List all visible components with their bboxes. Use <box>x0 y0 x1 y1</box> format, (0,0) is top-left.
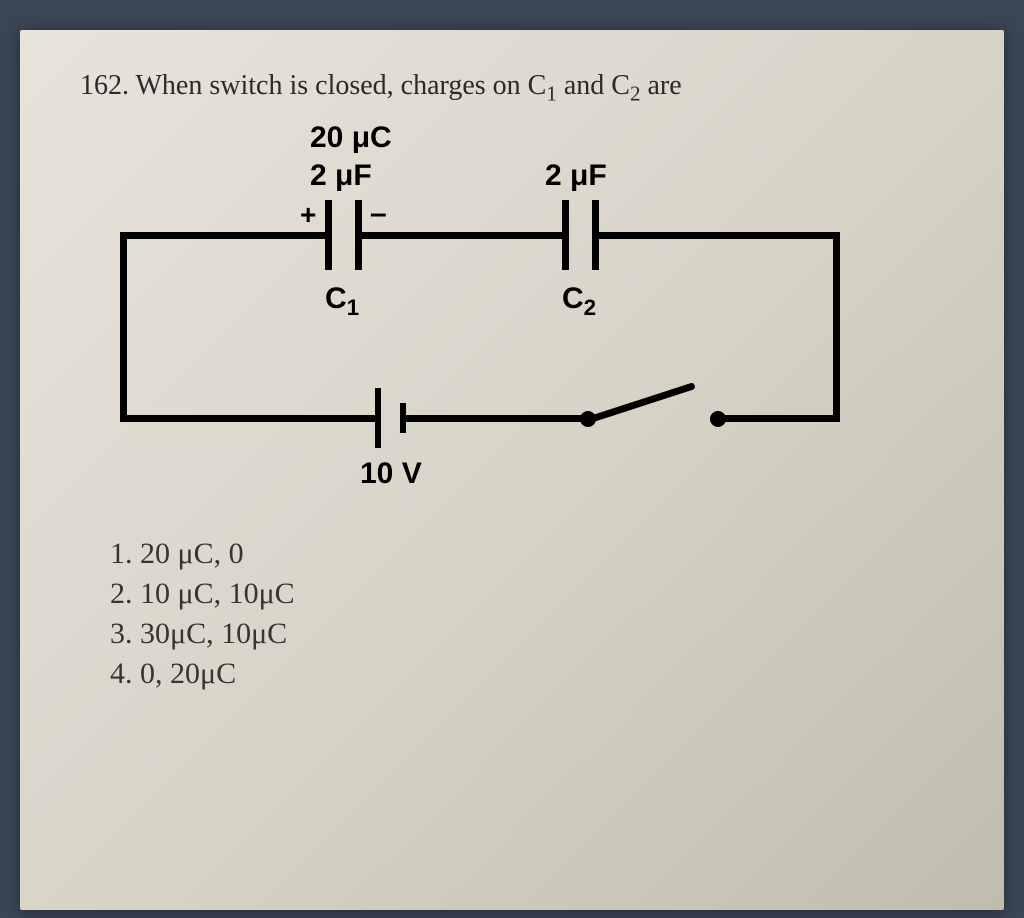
c1-name-sub: 1 <box>347 295 360 320</box>
circuit-diagram: 20 μC 2 μF 2 μF + – C1 C2 <box>100 127 860 507</box>
c1-name: C1 <box>325 282 359 321</box>
wire-right <box>833 232 840 422</box>
c2-name: C2 <box>562 282 596 321</box>
option-1: 1. 20 μC, 0 <box>110 537 954 571</box>
battery-plate-long <box>375 388 381 448</box>
wire-bottom-right <box>722 415 840 422</box>
switch-arm <box>589 382 696 423</box>
option-3: 3. 30μC, 10μC <box>110 617 954 651</box>
c1-name-letter: C <box>325 282 347 315</box>
wire-bottom-mid <box>406 415 586 422</box>
wire-top-left <box>120 232 325 239</box>
c1-value-label: 2 μF <box>310 159 372 193</box>
page: 162. When switch is closed, charges on C… <box>20 30 1004 910</box>
question-text: 162. When switch is closed, charges on C… <box>80 70 954 107</box>
wire-bottom-left <box>120 415 375 422</box>
question-c2-sub: 2 <box>630 82 641 106</box>
wire-top-mid <box>362 232 562 239</box>
c1-minus-label: – <box>370 197 387 231</box>
battery-label: 10 V <box>360 457 422 491</box>
c2-name-letter: C <box>562 282 584 315</box>
c2-value-label: 2 μF <box>545 159 607 193</box>
wire-left <box>120 232 127 422</box>
question-before: When switch is closed, charges on C <box>136 70 547 101</box>
option-2: 2. 10 μC, 10μC <box>110 577 954 611</box>
c1-plate-right <box>355 200 362 270</box>
question-after: are <box>640 70 681 101</box>
wire-top-right <box>599 232 840 239</box>
c2-name-sub: 2 <box>584 295 597 320</box>
question-number: 162. <box>80 70 129 101</box>
question-mid: and C <box>557 70 630 101</box>
c2-plate-left <box>562 200 569 270</box>
c2-plate-right <box>592 200 599 270</box>
option-4: 4. 0, 20μC <box>110 657 954 691</box>
c1-plate-left <box>325 200 332 270</box>
initial-charge-label: 20 μC <box>310 121 392 155</box>
question-c1-sub: 1 <box>546 82 557 106</box>
options-list: 1. 20 μC, 0 2. 10 μC, 10μC 3. 30μC, 10μC… <box>110 537 954 691</box>
c1-plus-label: + <box>300 199 316 231</box>
